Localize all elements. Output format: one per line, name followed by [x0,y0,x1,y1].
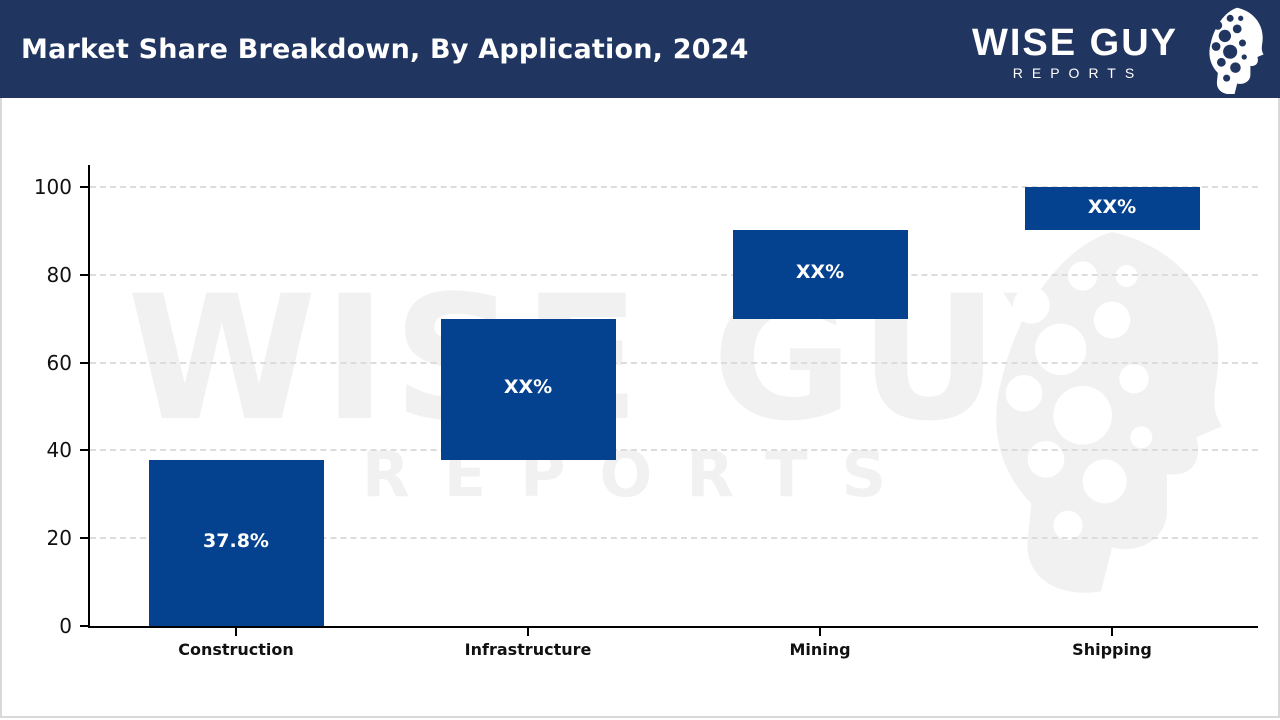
x-category-label: Infrastructure [464,640,592,659]
bar-segment [732,230,908,319]
gridline [90,449,1258,452]
bar-value-label: XX% [1087,195,1137,218]
chart-canvas: WISE GUY REPORTS 37.8% XX% XX% XX% 0 20 40 60 80… [0,98,1280,718]
bar-segment [440,318,616,461]
gridline [90,537,1258,540]
gridline [90,186,1258,188]
logo-text: WISE GUY REPORTS [972,23,1178,81]
gridline [90,361,1258,364]
x-category-label: Mining [789,640,851,659]
gridline [90,273,1258,276]
x-tick [527,628,529,636]
x-tick [1111,628,1113,636]
header-bar: Market Share Breakdown, By Application, … [0,0,1280,98]
y-tick [80,625,90,627]
x-category-label: Shipping [1072,640,1152,659]
bar-value-label: XX% [503,376,553,399]
y-tick-label: 80 [46,262,72,287]
logo-wiseguy-label: WISE GUY [971,22,1178,64]
y-tick-label: 60 [46,350,72,375]
y-tick-label: 100 [33,175,72,199]
bar-segment [148,460,324,626]
dotted-head-icon [1182,6,1266,98]
x-tick [819,628,821,636]
y-tick-label: 40 [46,438,72,463]
y-axis-spine [88,165,90,628]
x-tick [235,628,237,636]
y-tick [80,186,90,188]
y-tick [80,449,90,452]
watermark-wiseguy: WISE GUY [127,258,1136,459]
bar-value-label: 37.8% [203,530,269,553]
bar-segment [1024,187,1200,231]
x-axis-spine [88,626,1258,628]
wiseguy-logo: WISE GUY REPORTS [972,6,1266,98]
bar-value-label: XX% [795,261,845,284]
y-tick [80,537,90,540]
y-tick [80,361,90,364]
x-category-label: Construction [178,640,294,659]
y-tick-label: 20 [46,526,72,551]
logo-reports-label: REPORTS [1012,65,1144,81]
y-tick-label: 0 [59,614,72,638]
y-tick [80,273,90,276]
page-title: Market Share Breakdown, By Application, … [21,33,749,65]
